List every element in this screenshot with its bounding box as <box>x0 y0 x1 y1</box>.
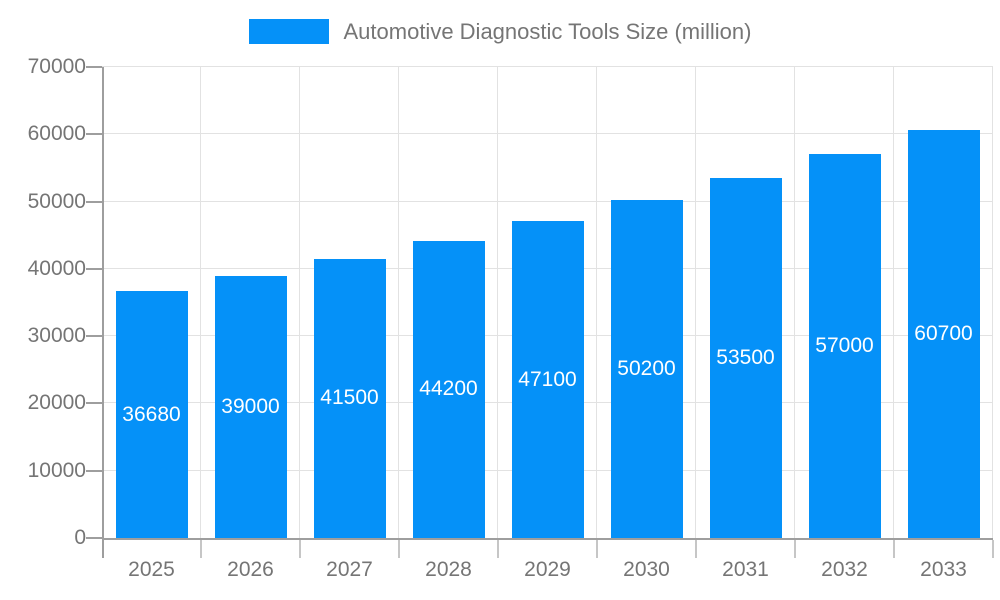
bar-value-label: 41500 <box>320 386 379 410</box>
gridline-v <box>794 67 795 538</box>
bar-2025: 36680 <box>115 291 188 538</box>
y-axis-tick <box>86 469 102 472</box>
y-axis-tick <box>86 133 102 136</box>
bar-value-label: 60700 <box>914 321 973 345</box>
x-axis-tick <box>695 540 697 558</box>
x-axis-line <box>102 538 993 540</box>
y-axis-label: 20000 <box>27 391 86 415</box>
y-axis-tick <box>86 537 102 539</box>
bar-value-label: 39000 <box>221 394 280 418</box>
x-axis-label: 2028 <box>425 558 472 581</box>
gridline-v <box>299 67 300 538</box>
bar-value-label: 57000 <box>815 334 874 358</box>
y-axis-tick <box>86 200 102 203</box>
legend-label: Automotive Diagnostic Tools Size (millio… <box>343 19 752 44</box>
gridline-v <box>200 67 201 538</box>
y-axis-tick <box>86 66 102 68</box>
bar-value-label: 53500 <box>716 346 775 370</box>
y-axis-tick <box>86 267 102 270</box>
x-axis-tick <box>992 540 994 558</box>
x-axis-label: 2030 <box>623 558 670 581</box>
y-axis-label: 70000 <box>27 55 86 78</box>
bar-value-label: 50200 <box>617 357 676 381</box>
x-axis-label: 2025 <box>128 558 175 581</box>
x-axis-tick <box>596 540 598 558</box>
bar-2030: 50200 <box>610 200 683 538</box>
x-axis-label: 2031 <box>722 558 769 581</box>
x-axis-tick <box>398 540 400 558</box>
x-axis-tick <box>497 540 499 558</box>
bar-2026: 39000 <box>214 275 287 538</box>
gridline-v <box>992 67 993 538</box>
x-axis-label: 2033 <box>920 558 967 581</box>
y-axis-tick <box>86 335 102 338</box>
gridline-v <box>398 67 399 538</box>
gridline-v <box>695 67 696 538</box>
bar-2033: 60700 <box>907 129 980 538</box>
bar-value-label: 44200 <box>419 377 478 401</box>
x-axis-tick <box>794 540 796 558</box>
y-axis-label: 40000 <box>27 256 86 280</box>
legend: Automotive Diagnostic Tools Size (millio… <box>0 19 1000 44</box>
legend-item[interactable]: Automotive Diagnostic Tools Size (millio… <box>248 19 752 44</box>
gridline-h <box>102 200 993 202</box>
x-axis-tick <box>299 540 301 558</box>
x-axis-label: 2027 <box>326 558 373 581</box>
gridline-v <box>893 67 894 538</box>
y-axis-tick <box>86 402 102 405</box>
x-axis-tick <box>200 540 202 558</box>
gridline-v <box>497 67 498 538</box>
x-axis-label: 2026 <box>227 558 274 581</box>
bar-2028: 44200 <box>412 240 485 538</box>
gridline-h <box>102 66 993 67</box>
bar-value-label: 36680 <box>122 402 181 426</box>
x-axis-label: 2032 <box>821 558 868 581</box>
y-axis-label: 60000 <box>27 122 86 146</box>
bar-2027: 41500 <box>313 258 386 538</box>
bar-2029: 47100 <box>511 221 584 538</box>
bar-2032: 57000 <box>808 154 881 538</box>
y-axis-label: 30000 <box>27 324 86 348</box>
y-axis-label: 0 <box>74 526 86 549</box>
plot-area: 36680 39000 41500 44200 47100 50200 53500 57000… <box>102 66 993 558</box>
y-axis-label: 10000 <box>27 458 86 482</box>
bar-value-label: 47100 <box>518 367 577 391</box>
gridline-h <box>102 133 993 135</box>
y-axis-label: 50000 <box>27 189 86 213</box>
bar-2031: 53500 <box>709 178 782 538</box>
y-axis-line <box>102 67 104 558</box>
x-axis-tick <box>893 540 895 558</box>
legend-swatch-icon <box>248 19 329 44</box>
gridline-v <box>596 67 597 538</box>
x-axis-label: 2029 <box>524 558 571 581</box>
